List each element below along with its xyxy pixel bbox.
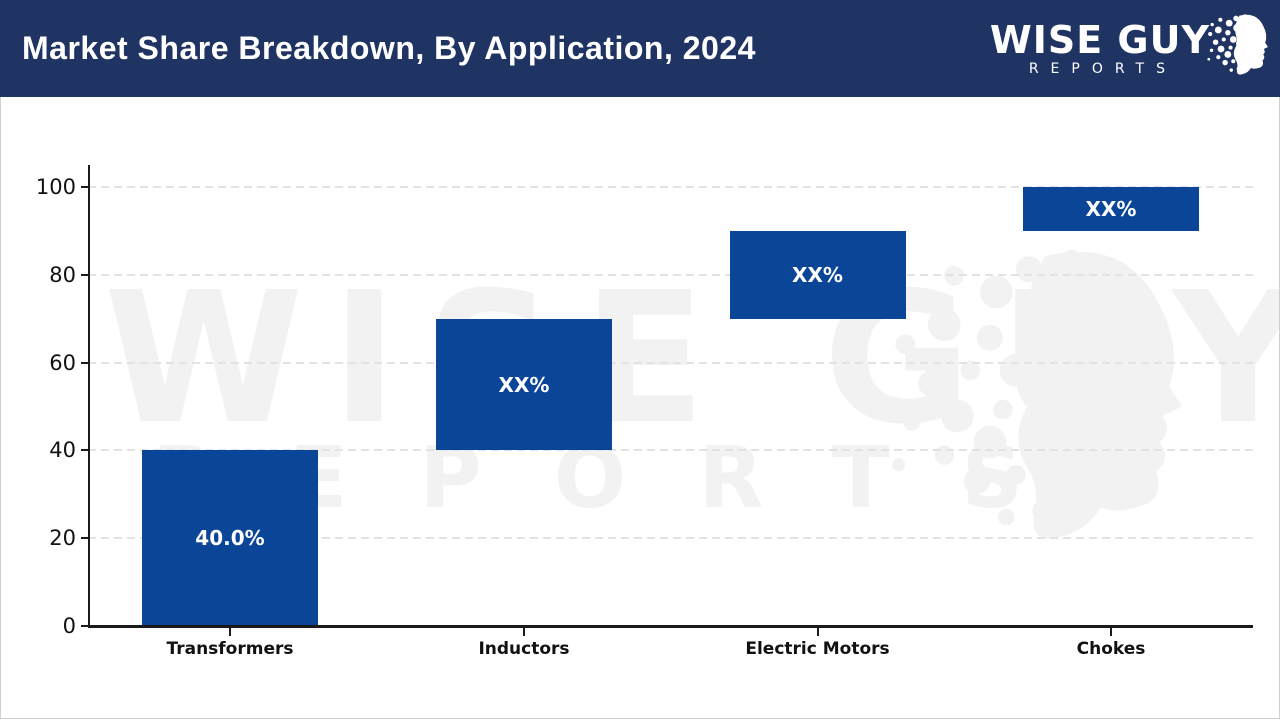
x-tick-mark [229,628,231,636]
brand-logo-subtitle: REPORTS [1028,60,1177,77]
bar-value-label: XX% [1085,196,1137,221]
bar-value-label: 40.0% [195,526,265,551]
y-tick-mark [81,273,88,276]
x-tick-mark [523,628,525,636]
bar-segment: 40.0% [142,450,318,626]
x-axis-line [88,625,1253,628]
y-tick-label: 100 [35,175,76,199]
bar-value-label: XX% [792,262,843,287]
brand-logo-name: WISE GUY [989,17,1210,62]
y-tick-label: 60 [49,350,76,375]
y-gridline [88,186,1253,188]
y-tick-label: 80 [49,262,76,287]
y-gridline [88,273,1253,276]
brand-logo-text: WISE GUY REPORTS [990,21,1210,77]
y-tick-mark [81,186,88,188]
y-tick-label: 40 [49,438,76,463]
y-tick-mark [81,449,88,452]
x-tick-mark [1110,628,1112,636]
x-category-label: Inductors [478,639,570,659]
x-category-label: Transformers [166,639,294,659]
header-bar: Market Share Breakdown, By Application, … [0,0,1280,97]
bar-segment: XX% [436,318,612,451]
bar-value-label: XX% [498,372,550,397]
x-category-label: Electric Motors [745,639,890,659]
y-axis-line [88,165,90,628]
y-tick-label: 0 [62,614,76,638]
y-tick-mark [81,625,88,627]
watermark-head-icon [892,249,1183,539]
x-tick-mark [816,628,819,636]
y-tick-mark [81,361,88,364]
brand-head-icon [1207,13,1268,75]
y-tick-mark [81,537,88,540]
bar-segment: XX% [729,230,906,319]
brand-logo: WISE GUY REPORTS [990,8,1280,90]
page-title: Market Share Breakdown, By Application, … [22,30,756,66]
y-gridline [88,449,1253,452]
y-gridline [88,361,1253,364]
y-tick-label: 20 [49,526,76,551]
x-category-label: Chokes [1076,639,1146,659]
y-gridline [88,537,1253,540]
bar-segment: XX% [1023,187,1199,231]
